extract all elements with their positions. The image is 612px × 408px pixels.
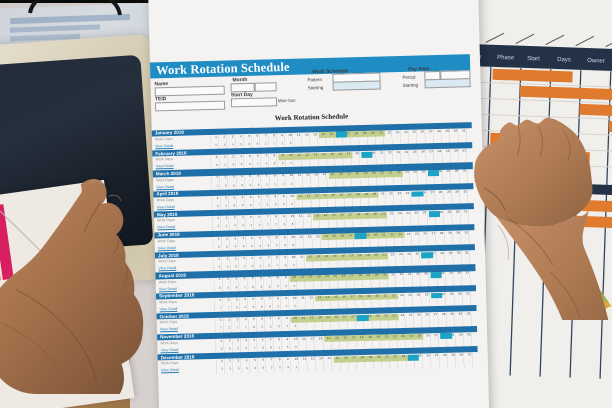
svg-text:Days: Days <box>557 57 571 63</box>
svg-text:Start: Start <box>527 56 540 62</box>
svg-text:Phase: Phase <box>497 55 515 62</box>
svg-text:Owner: Owner <box>587 58 605 65</box>
